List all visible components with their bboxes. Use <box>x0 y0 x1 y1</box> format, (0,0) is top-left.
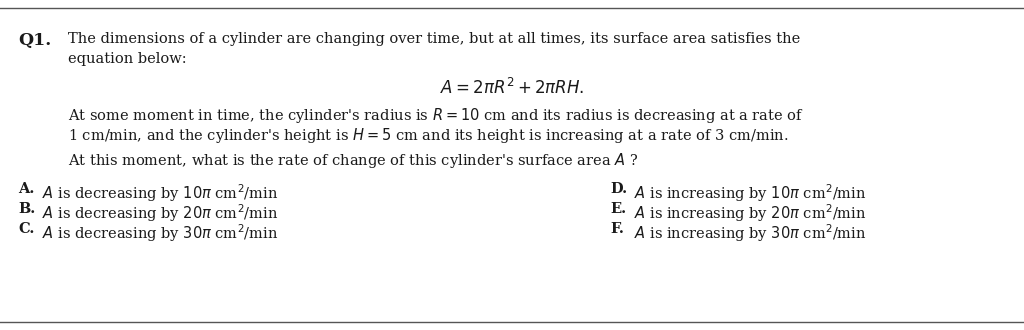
Text: $A$ is decreasing by $10\pi$ cm$^2$/min: $A$ is decreasing by $10\pi$ cm$^2$/min <box>42 182 279 204</box>
Text: D.: D. <box>610 182 627 196</box>
Text: $A$ is increasing by $20\pi$ cm$^2$/min: $A$ is increasing by $20\pi$ cm$^2$/min <box>634 202 866 224</box>
Text: E.: E. <box>610 202 626 216</box>
Text: $A$ is decreasing by $30\pi$ cm$^2$/min: $A$ is decreasing by $30\pi$ cm$^2$/min <box>42 222 279 244</box>
Text: $A$ is increasing by $10\pi$ cm$^2$/min: $A$ is increasing by $10\pi$ cm$^2$/min <box>634 182 866 204</box>
Text: The dimensions of a cylinder are changing over time, but at all times, its surfa: The dimensions of a cylinder are changin… <box>68 32 800 46</box>
Text: F.: F. <box>610 222 624 236</box>
Text: C.: C. <box>18 222 35 236</box>
Text: equation below:: equation below: <box>68 52 186 66</box>
Text: A.: A. <box>18 182 35 196</box>
Text: At some moment in time, the cylinder's radius is $R = 10$ cm and its radius is d: At some moment in time, the cylinder's r… <box>68 106 804 125</box>
Text: $A$ is increasing by $30\pi$ cm$^2$/min: $A$ is increasing by $30\pi$ cm$^2$/min <box>634 222 866 244</box>
Text: Q1.: Q1. <box>18 32 51 49</box>
Text: $A$ is decreasing by $20\pi$ cm$^2$/min: $A$ is decreasing by $20\pi$ cm$^2$/min <box>42 202 279 224</box>
Text: $A = 2\pi R^2 + 2\pi RH.$: $A = 2\pi R^2 + 2\pi RH.$ <box>439 78 585 98</box>
Text: B.: B. <box>18 202 35 216</box>
Text: 1 cm/min, and the cylinder's height is $H = 5$ cm and its height is increasing a: 1 cm/min, and the cylinder's height is $… <box>68 126 788 145</box>
Text: At this moment, what is the rate of change of this cylinder's surface area $A$ ?: At this moment, what is the rate of chan… <box>68 151 638 170</box>
